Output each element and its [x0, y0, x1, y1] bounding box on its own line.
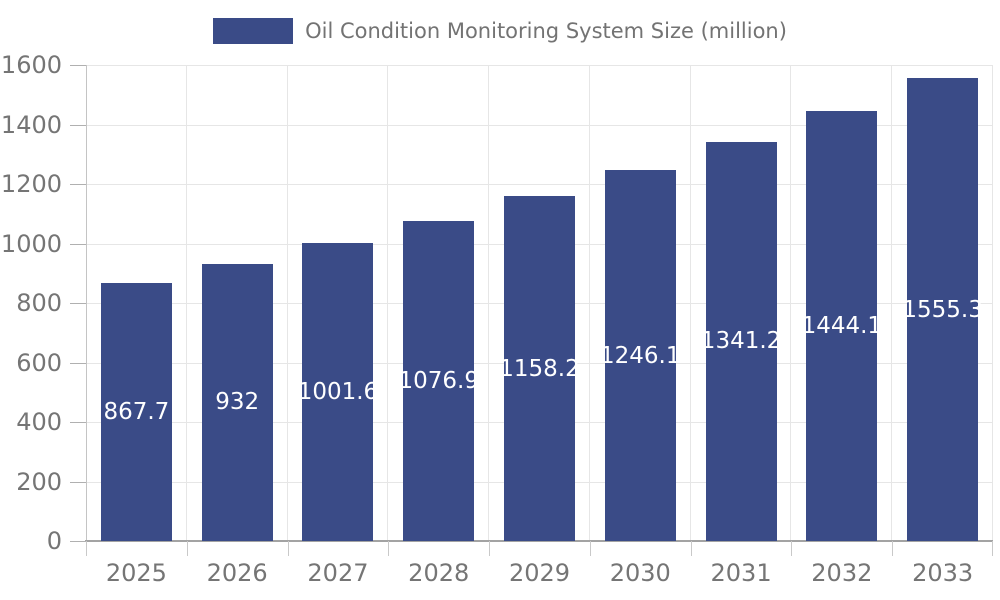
bar [100, 282, 172, 541]
bar [302, 243, 374, 541]
x-tick-mark [287, 541, 289, 556]
x-tick-mark [489, 541, 491, 556]
legend: Oil Condition Monitoring System Size (mi… [0, 8, 1000, 54]
y-tick-label: 400 [16, 408, 62, 436]
gridline-vertical [185, 65, 187, 541]
x-tick-label: 2028 [408, 559, 470, 587]
x-tick-mark [186, 541, 188, 556]
gridline-vertical [689, 65, 691, 541]
gridline-horizontal [86, 124, 993, 126]
bar-value-label: 1246.1 [600, 342, 681, 369]
y-tick-label: 1200 [0, 170, 62, 198]
y-tick-label: 1000 [0, 229, 62, 258]
x-tick-label: 2027 [307, 559, 369, 587]
bar [201, 263, 273, 541]
x-tick-mark [589, 541, 591, 556]
bar-value-label: 867.7 [103, 398, 170, 425]
plot-area: 867.7 932 1001.6 1076.9 1158.2 1246.1 1341.2 14… [85, 65, 993, 542]
y-axis-line [86, 65, 87, 541]
x-tick-mark [992, 541, 993, 556]
bar [604, 170, 676, 541]
bar [705, 142, 777, 541]
x-tick-mark [86, 541, 87, 556]
gridline-vertical [891, 65, 893, 541]
x-tick-mark [388, 541, 390, 556]
bar [403, 220, 475, 541]
gridline-vertical [488, 65, 490, 541]
legend-swatch [213, 18, 294, 44]
bar-value-label: 1444.1 [801, 313, 883, 340]
x-tick-label: 2026 [206, 559, 268, 587]
x-tick-label: 2025 [105, 559, 167, 587]
bar-value-label: 1158.2 [499, 355, 580, 382]
x-tick-label: 2032 [811, 559, 873, 587]
y-tick-mark [70, 362, 86, 364]
bar-value-label: 1555.3 [902, 296, 983, 323]
x-axis-line [85, 540, 993, 542]
y-tick-mark [70, 124, 86, 126]
bar [806, 111, 878, 541]
y-tick-label: 1400 [0, 110, 62, 139]
y-tick-mark [70, 65, 86, 66]
bar-value-label: 1341.2 [700, 328, 782, 355]
y-tick-label: 600 [16, 348, 62, 377]
bar [907, 78, 979, 541]
y-tick-mark [70, 541, 86, 542]
gridline-vertical [588, 65, 590, 541]
y-tick-mark [70, 184, 86, 185]
y-tick-mark [70, 243, 86, 245]
x-tick-mark [791, 541, 793, 556]
y-tick-label: 800 [16, 289, 62, 317]
legend-label: Oil Condition Monitoring System Size (mi… [305, 19, 787, 43]
y-tick-mark [70, 303, 86, 304]
gridline-horizontal [86, 184, 993, 185]
gridline-horizontal [86, 65, 993, 66]
x-tick-label: 2033 [912, 559, 974, 587]
x-tick-label: 2029 [508, 559, 571, 587]
x-tick-label: 2030 [609, 559, 671, 587]
bar-value-label: 932 [215, 389, 260, 416]
y-tick-label: 0 [46, 527, 62, 555]
bar-value-label: 1076.9 [398, 367, 479, 394]
y-tick-mark [70, 422, 86, 423]
gridline-vertical [790, 65, 792, 541]
gridline-vertical [992, 65, 993, 541]
x-tick-mark [892, 541, 894, 556]
bar-value-label: 1001.6 [297, 379, 379, 405]
gridline-vertical [387, 65, 389, 541]
x-tick-label: 2031 [710, 559, 772, 587]
gridline-vertical [286, 65, 288, 541]
x-tick-mark [690, 541, 692, 556]
y-tick-label: 200 [16, 467, 62, 496]
bar [504, 196, 575, 541]
y-tick-mark [70, 481, 86, 483]
y-tick-label: 1600 [0, 51, 62, 79]
